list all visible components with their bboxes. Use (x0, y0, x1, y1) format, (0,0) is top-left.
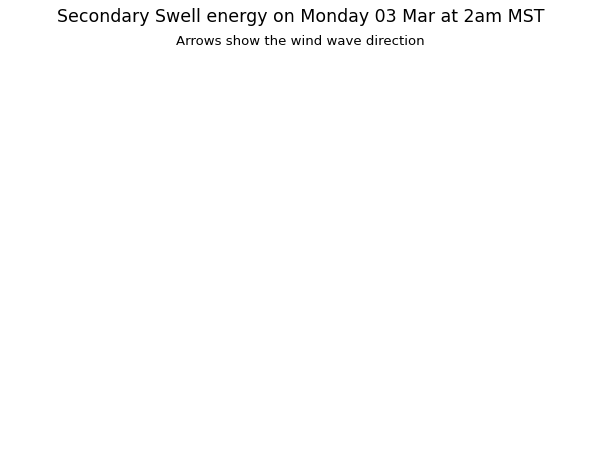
Text: Arrows show the wind wave direction: Arrows show the wind wave direction (176, 35, 425, 48)
Text: Secondary Swell energy on Monday 03 Mar at 2am MST: Secondary Swell energy on Monday 03 Mar … (56, 8, 545, 26)
Text: cartopy required: cartopy required (219, 249, 382, 268)
